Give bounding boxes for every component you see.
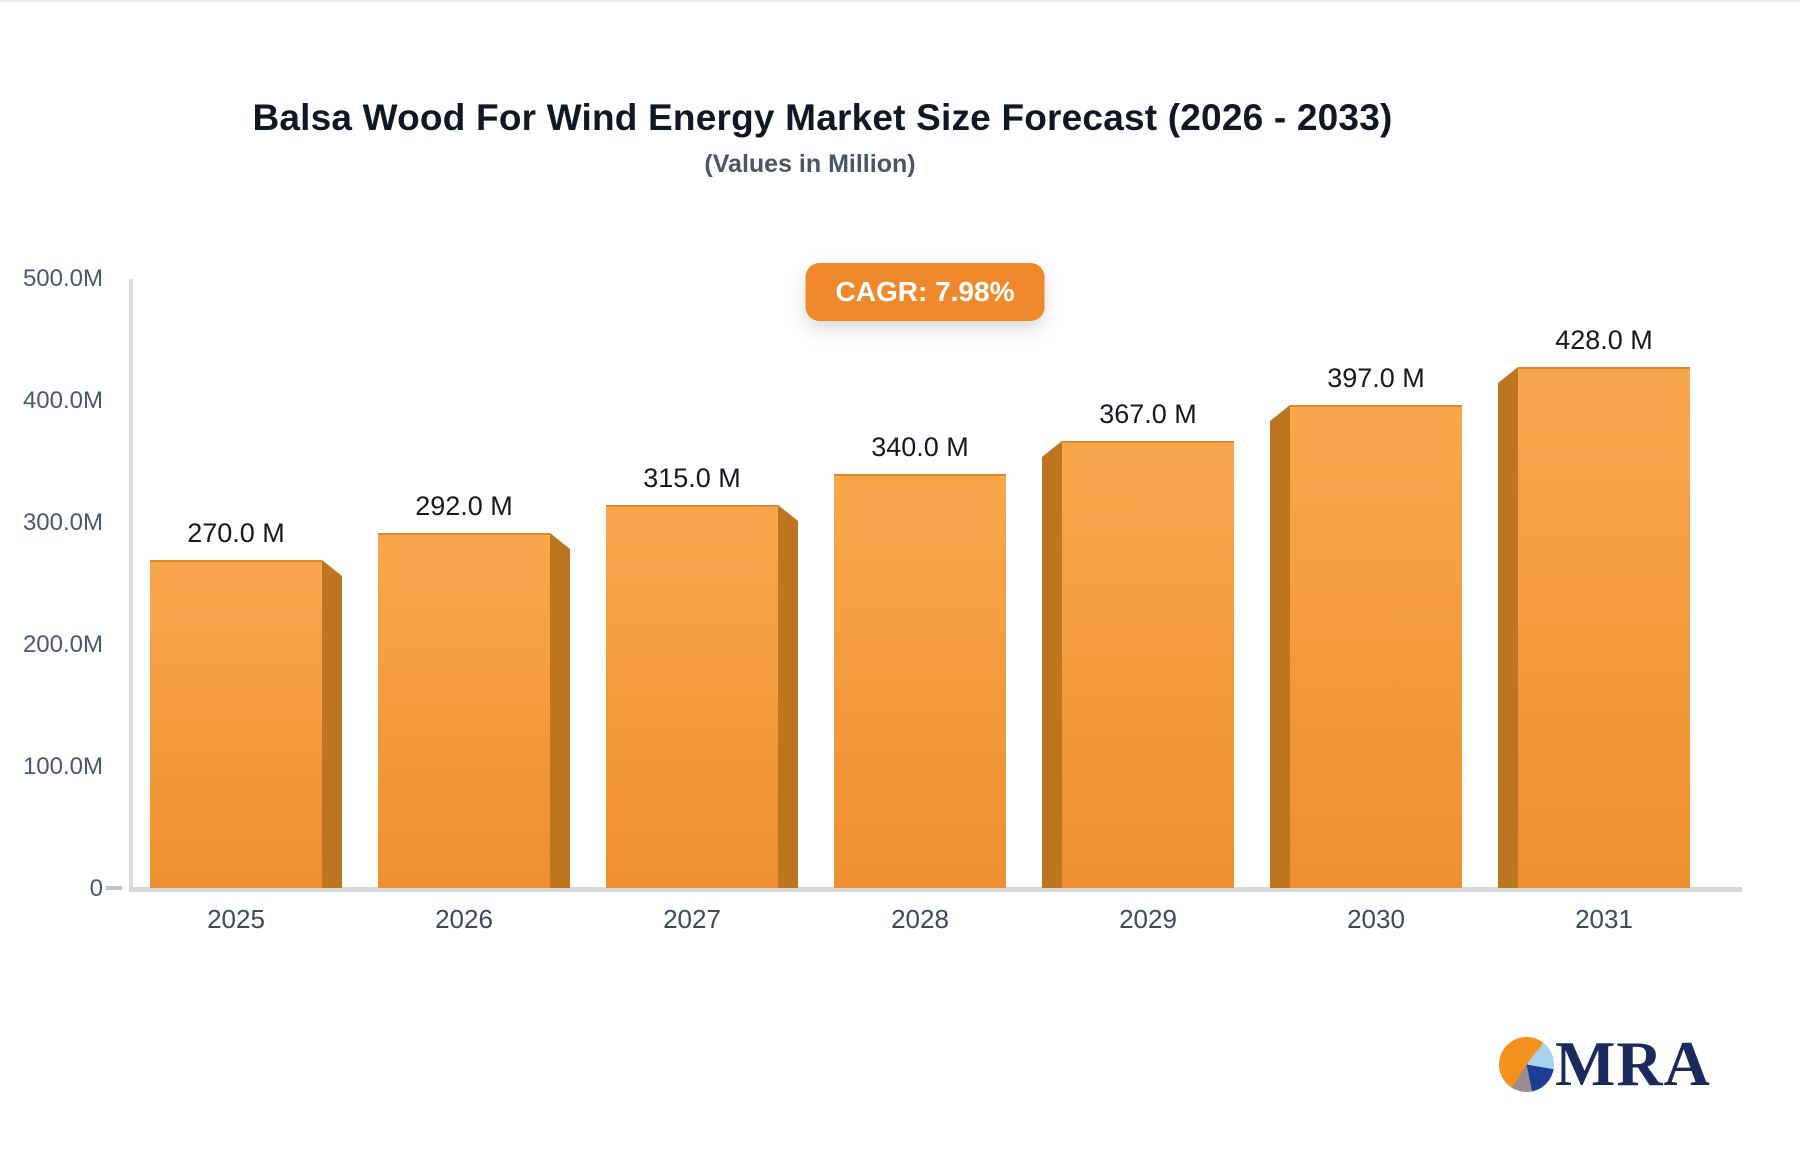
y-axis-label: 500.0M — [22, 265, 103, 292]
x-axis-label: 2027 — [663, 904, 721, 934]
bar-value-label: 397.0 M — [1327, 363, 1425, 393]
bar-value-label: 340.0 M — [871, 432, 969, 462]
bar-value-label: 315.0 M — [643, 463, 741, 493]
bar — [606, 505, 778, 888]
pie-chart-logo-icon — [1499, 1036, 1554, 1092]
y-axis-line — [129, 279, 133, 891]
bar-side-face — [778, 505, 798, 888]
bar-value-label: 292.0 M — [415, 491, 513, 521]
bar-side-face — [550, 533, 570, 888]
y-axis-label: 400.0M — [22, 387, 103, 414]
x-axis-label: 2026 — [435, 904, 493, 934]
y-axis-label: 0 — [89, 875, 103, 902]
cagr-badge: CAGR: 7.98% — [805, 263, 1045, 321]
x-axis-label: 2030 — [1347, 904, 1405, 934]
bar-value-label: 428.0 M — [1555, 325, 1653, 355]
x-axis-label: 2029 — [1119, 904, 1177, 934]
bar-value-label: 367.0 M — [1099, 399, 1197, 429]
brand-logo: MRA — [1499, 1028, 1711, 1099]
chart-title: Balsa Wood For Wind Energy Market Size F… — [252, 97, 1393, 138]
bar — [834, 474, 1006, 888]
bar — [150, 560, 322, 888]
bar — [1062, 441, 1234, 888]
x-axis-line — [129, 887, 1742, 892]
bar — [1518, 367, 1690, 888]
chart-subtitle: (Values in Million) — [704, 150, 916, 178]
y-axis-label: 300.0M — [22, 509, 103, 536]
bar-side-face — [1270, 405, 1290, 888]
y-axis-label: 200.0M — [22, 631, 103, 658]
bar-side-face — [1042, 441, 1062, 888]
bar-side-face — [322, 560, 342, 888]
logo-text: MRA — [1555, 1028, 1711, 1099]
x-axis-label: 2031 — [1575, 904, 1633, 934]
bar — [1290, 405, 1462, 888]
bar — [378, 533, 550, 888]
bar-side-face — [1498, 367, 1518, 888]
zero-tick-mark — [106, 886, 122, 890]
x-axis-label: 2028 — [891, 904, 949, 934]
bar-value-label: 270.0 M — [187, 518, 285, 548]
x-axis-label: 2025 — [207, 904, 265, 934]
y-axis-label: 100.0M — [22, 753, 103, 780]
